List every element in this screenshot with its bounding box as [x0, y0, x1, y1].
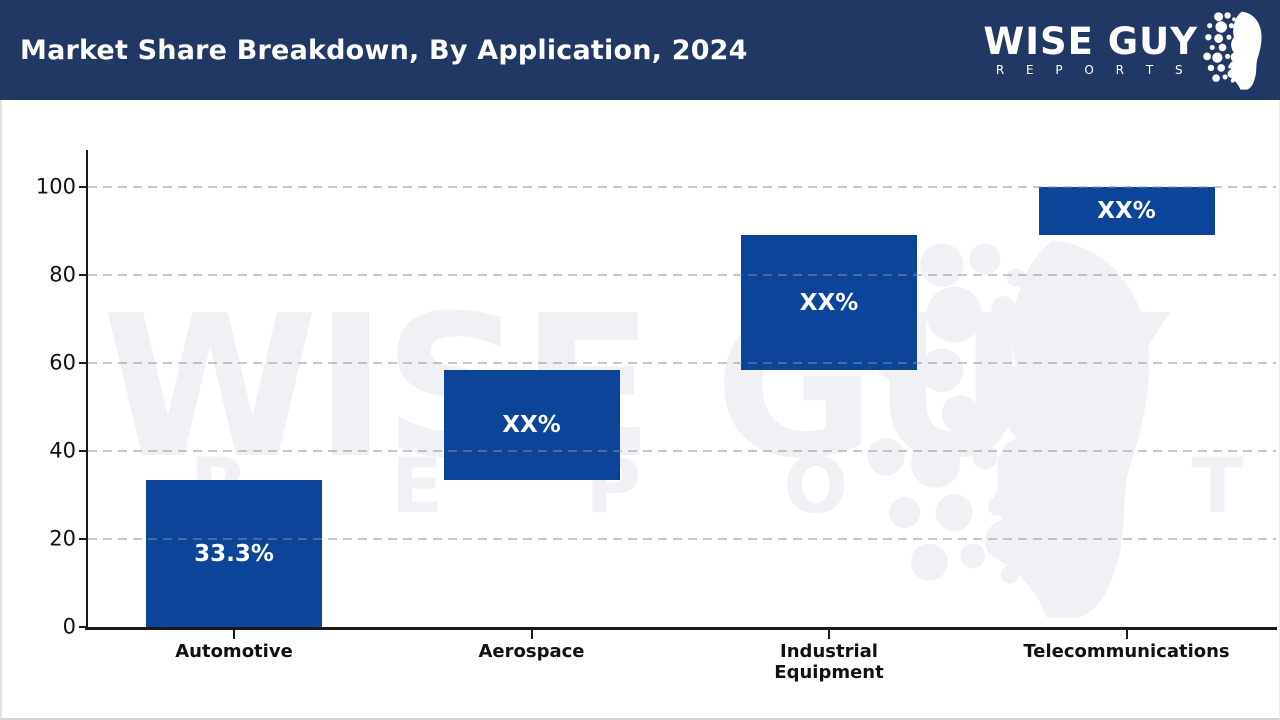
y-tick-label-100: 100	[35, 174, 76, 199]
x-tick-mark-aerospace	[530, 630, 533, 639]
brand-logo: WISE GUY R E P O R T S	[983, 8, 1266, 92]
x-axis	[85, 627, 1277, 630]
y-tick-label-0: 0	[62, 614, 76, 639]
bar-aerospace	[443, 370, 620, 481]
y-tick-label-60: 60	[49, 350, 76, 375]
gridline-20	[88, 538, 1276, 540]
brand-face-icon	[1203, 11, 1262, 90]
bar-value-label-automotive: 33.3%	[194, 540, 274, 567]
brand-name: WISE GUY	[983, 20, 1198, 63]
gridline-100	[88, 186, 1276, 188]
y-tick-mark-100	[79, 186, 87, 188]
x-category-label-aerospace: Aerospace	[478, 641, 585, 662]
gridline-40	[88, 450, 1276, 452]
bar-value-label-telecommunications: XX%	[1097, 198, 1156, 225]
y-tick-mark-40	[79, 450, 87, 452]
header: Market Share Breakdown, By Application, …	[0, 0, 1280, 100]
x-tick-mark-telecommunications	[1125, 630, 1128, 639]
y-tick-mark-80	[79, 274, 87, 276]
brand-subtitle: R E P O R T S	[995, 63, 1192, 77]
chart-area: WISE GUY R E P O R T S 02040608010033.3%…	[0, 100, 1280, 720]
y-tick-label-20: 20	[49, 526, 76, 551]
y-axis	[86, 150, 88, 630]
y-tick-mark-60	[79, 362, 87, 364]
y-tick-mark-0	[79, 626, 87, 628]
x-category-label-telecommunications: Telecommunications	[1023, 641, 1230, 662]
gridline-60	[88, 362, 1276, 364]
x-tick-mark-industrial-equipment	[828, 630, 830, 639]
brand-text: WISE GUY R E P O R T S	[983, 23, 1198, 77]
y-tick-label-40: 40	[49, 438, 76, 463]
gridline-80	[88, 274, 1276, 276]
x-category-label-industrial-equipment: Industrial Equipment	[774, 641, 884, 683]
bar-telecommunications	[1038, 187, 1215, 236]
y-tick-label-80: 80	[49, 262, 76, 287]
plot-area: 0 20 40 60 80 100 33.3% XX% XX% XX% Automotive Aero…	[2, 100, 1279, 718]
x-tick-mark-automotive	[233, 630, 235, 639]
bar-industrial-equipment	[741, 235, 917, 371]
bar-value-label-aerospace: XX%	[502, 412, 561, 439]
page-title: Market Share Breakdown, By Application, …	[20, 34, 748, 66]
bar-value-label-industrial-equipment: XX%	[799, 289, 859, 316]
bar-automotive	[146, 480, 322, 627]
y-tick-mark-20	[79, 538, 87, 540]
x-category-label-automotive: Automotive	[175, 641, 293, 662]
